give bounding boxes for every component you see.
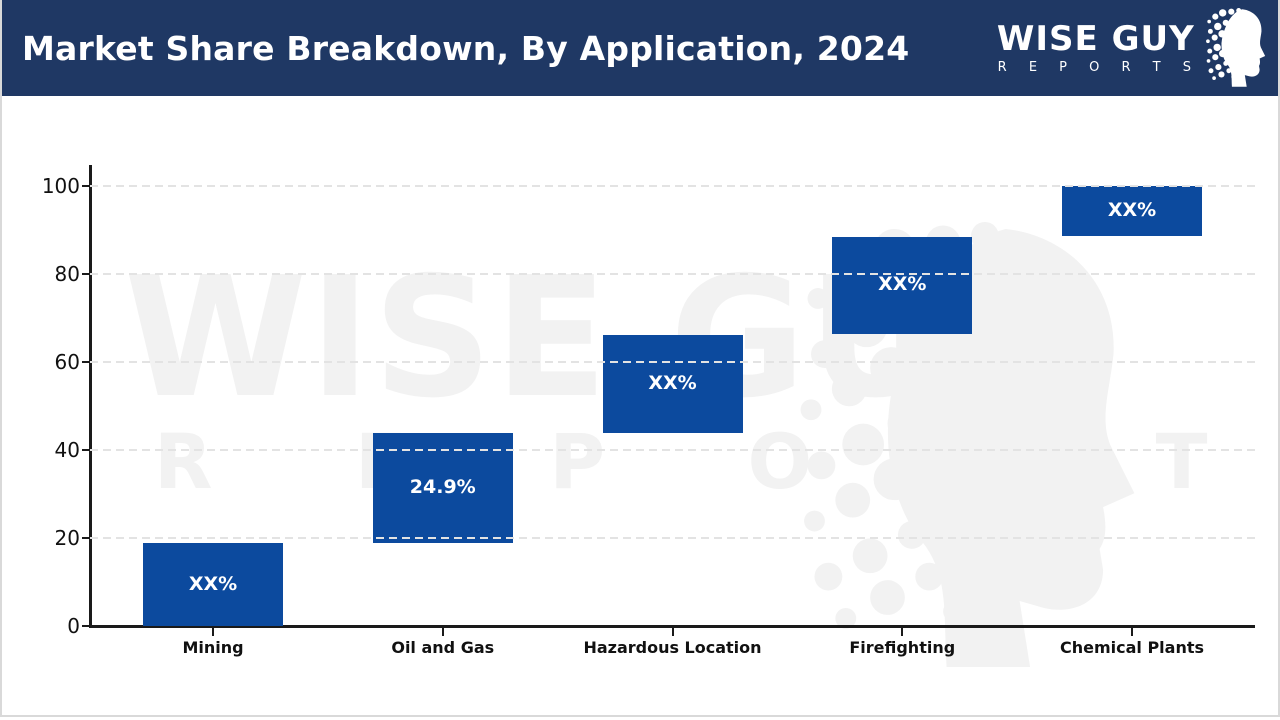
wise-guy-reports-logo: WISE GUY R E P O R T S	[992, 8, 1268, 88]
bar-value-label: XX%	[878, 273, 927, 296]
gridline-40	[90, 449, 1255, 451]
gridline-60	[90, 361, 1255, 363]
y-tick-label: 60	[54, 350, 80, 374]
y-tick-label: 20	[54, 526, 80, 550]
x-axis-line	[89, 625, 1255, 628]
plot-area: 0 20 40 60 80 100 XX% Mining 24.9% Oil and Gas XX%…	[2, 96, 1278, 715]
x-tick-2	[671, 628, 674, 636]
x-category-label: Hazardous Location	[583, 638, 762, 657]
y-tick-label: 40	[54, 438, 80, 462]
y-tick-100	[82, 185, 91, 187]
x-tick-4	[1131, 628, 1133, 636]
logo-text: WISE GUY R E P O R T S	[992, 22, 1200, 74]
gridline-80	[90, 273, 1255, 275]
y-tick-label: 80	[54, 262, 80, 286]
bar-mining: XX%	[143, 543, 283, 626]
x-category-label: Firefighting	[849, 638, 956, 657]
x-category-label: Mining	[182, 638, 244, 657]
bar-chemical-plants: XX%	[1062, 186, 1202, 236]
bar-firefighting: XX%	[832, 236, 973, 334]
logo-wordmark: WISE GUY	[996, 19, 1195, 59]
x-tick-0	[212, 628, 214, 636]
y-tick-label: 0	[67, 614, 80, 638]
bar-value-label: XX%	[188, 572, 238, 595]
logo-subtitle: R E P O R T S	[997, 60, 1200, 75]
gridline-20	[90, 537, 1255, 539]
bar-value-label: XX%	[1107, 198, 1157, 221]
y-tick-80	[82, 273, 91, 275]
bar-value-label: XX%	[648, 372, 697, 395]
header-bar: Market Share Breakdown, By Application, …	[2, 0, 1278, 96]
page-title: Market Share Breakdown, By Application, …	[22, 28, 910, 68]
y-tick-40	[82, 449, 91, 451]
x-category-label: Chemical Plants	[1059, 638, 1205, 657]
y-tick-label: 100	[41, 174, 80, 198]
x-tick-3	[901, 628, 904, 636]
bar-oil-and-gas: 24.9%	[372, 433, 513, 544]
x-tick-1	[441, 628, 444, 636]
y-axis-line	[89, 165, 92, 628]
bar-hazardous-location: XX%	[602, 334, 743, 434]
y-tick-60	[82, 361, 91, 363]
y-tick-20	[82, 537, 91, 539]
bar-value-label: 24.9%	[409, 476, 476, 499]
gridline-100	[90, 185, 1255, 187]
wise-guy-head-icon	[1202, 8, 1268, 88]
y-tick-0	[82, 625, 91, 627]
x-category-label: Oil and Gas	[391, 638, 495, 657]
